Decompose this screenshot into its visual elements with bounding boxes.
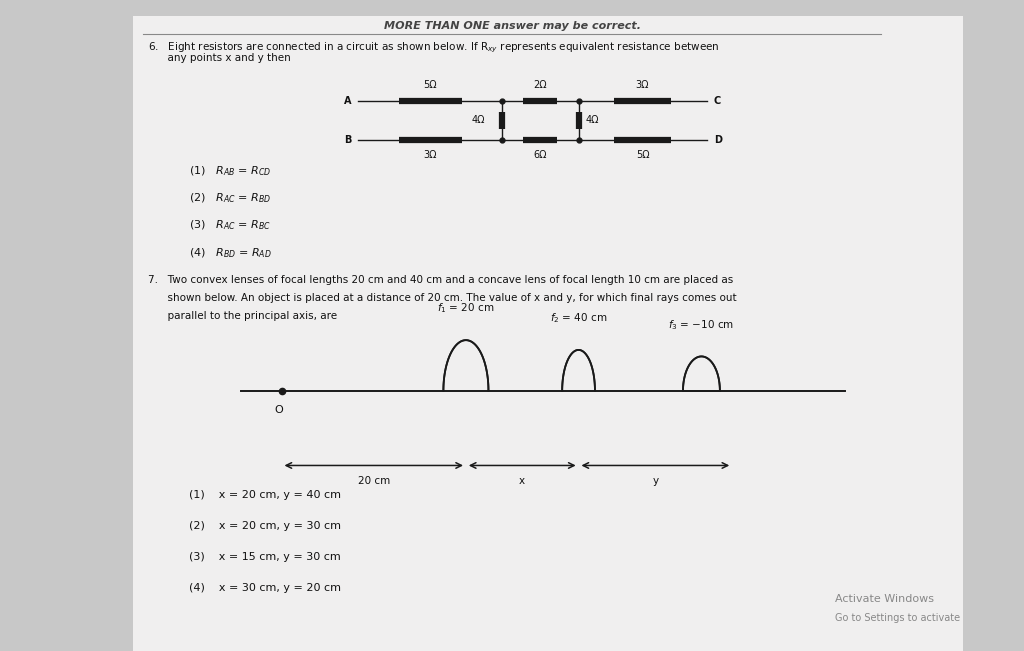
FancyBboxPatch shape [133, 16, 963, 651]
Text: (2)    x = 20 cm, y = 30 cm: (2) x = 20 cm, y = 30 cm [189, 521, 341, 531]
Text: (1)    x = 20 cm, y = 40 cm: (1) x = 20 cm, y = 40 cm [189, 490, 341, 499]
Text: (3)   $R_{AC}$ = $R_{BC}$: (3) $R_{AC}$ = $R_{BC}$ [189, 219, 271, 232]
Text: shown below. An object is placed at a distance of 20 cm. The value of x and y, f: shown below. An object is placed at a di… [148, 293, 737, 303]
Text: 4Ω: 4Ω [586, 115, 599, 126]
Text: Go to Settings to activate: Go to Settings to activate [835, 613, 959, 623]
Text: (4)   $R_{BD}$ = $R_{AD}$: (4) $R_{BD}$ = $R_{AD}$ [189, 246, 272, 260]
Text: (3)    x = 15 cm, y = 30 cm: (3) x = 15 cm, y = 30 cm [189, 552, 341, 562]
Text: x: x [519, 476, 525, 486]
Text: Activate Windows: Activate Windows [835, 594, 934, 603]
Text: 3Ω: 3Ω [636, 81, 649, 90]
Text: MORE THAN ONE answer may be correct.: MORE THAN ONE answer may be correct. [384, 21, 640, 31]
Text: $f_1$ = 20 cm: $f_1$ = 20 cm [437, 301, 495, 315]
Text: 2Ω: 2Ω [534, 81, 547, 90]
Text: C: C [714, 96, 721, 106]
Text: $f_2$ = 40 cm: $f_2$ = 40 cm [550, 311, 607, 325]
Text: y: y [652, 476, 658, 486]
Text: 6Ω: 6Ω [534, 150, 547, 160]
Text: 5Ω: 5Ω [423, 81, 437, 90]
Text: $f_3$ = −10 cm: $f_3$ = −10 cm [669, 318, 734, 332]
Text: 20 cm: 20 cm [357, 476, 390, 486]
Text: any points x and y then: any points x and y then [148, 53, 291, 63]
Text: D: D [714, 135, 722, 145]
Text: (4)    x = 30 cm, y = 20 cm: (4) x = 30 cm, y = 20 cm [189, 583, 341, 593]
Text: 4Ω: 4Ω [472, 115, 485, 126]
Text: 5Ω: 5Ω [636, 150, 649, 160]
Text: 3Ω: 3Ω [423, 150, 437, 160]
Text: O: O [274, 405, 283, 415]
Text: B: B [344, 135, 351, 145]
Text: (2)   $R_{AC}$ = $R_{BD}$: (2) $R_{AC}$ = $R_{BD}$ [189, 191, 271, 205]
Text: A: A [344, 96, 351, 106]
Text: parallel to the principal axis, are: parallel to the principal axis, are [148, 311, 338, 321]
Text: 6.   Eight resistors are connected in a circuit as shown below. If R$_{xy}$ repr: 6. Eight resistors are connected in a ci… [148, 40, 720, 55]
Text: 7.   Two convex lenses of focal lengths 20 cm and 40 cm and a concave lens of fo: 7. Two convex lenses of focal lengths 20… [148, 275, 734, 284]
Text: (1)   $R_{AB}$ = $R_{CD}$: (1) $R_{AB}$ = $R_{CD}$ [189, 164, 271, 178]
